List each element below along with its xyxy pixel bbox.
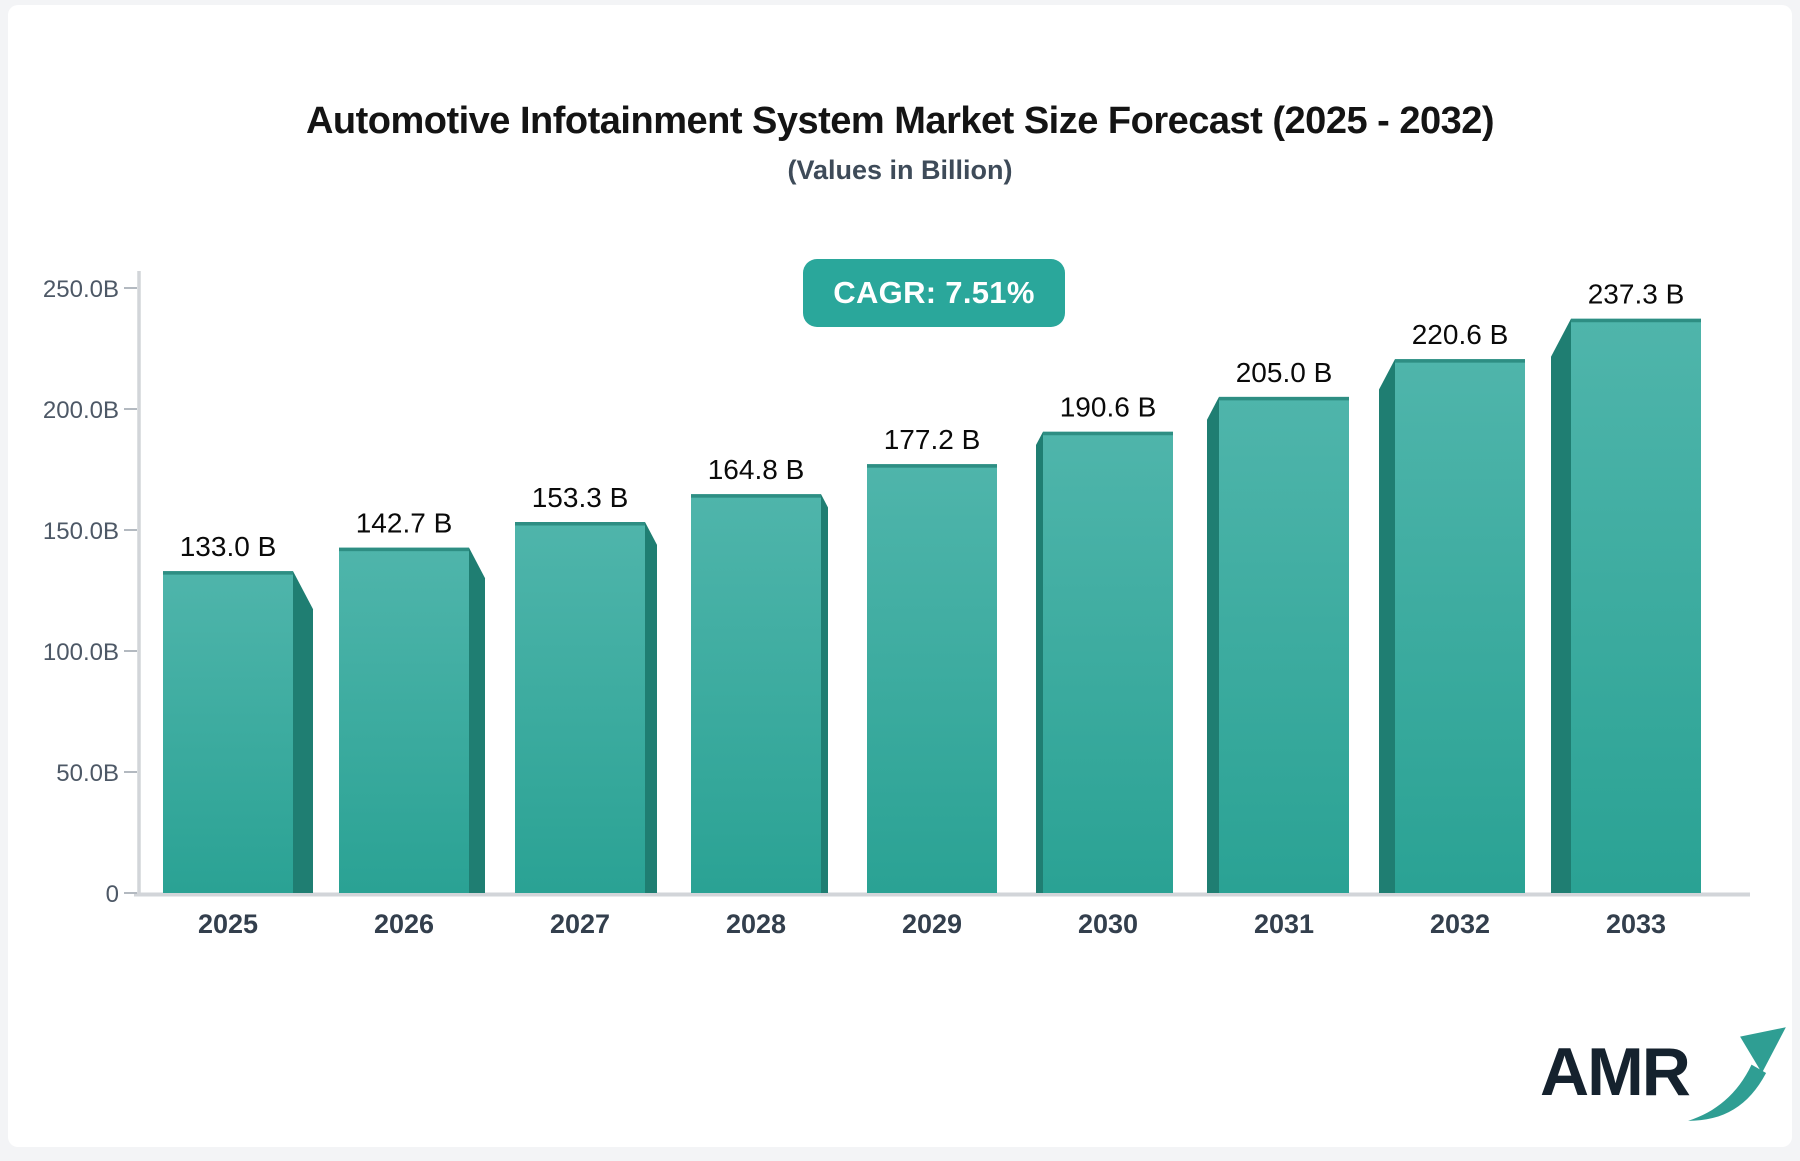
bar-side-face <box>1379 359 1395 893</box>
bar-value-label: 142.7 B <box>356 508 453 539</box>
bar-2031: 205.0 B 2031 <box>1207 357 1349 939</box>
y-axis-label: 0 <box>106 881 119 908</box>
bar-2033: 237.3 B 2033 <box>1551 279 1701 939</box>
bar-front-face <box>339 547 469 893</box>
bar-value-label: 205.0 B <box>1236 357 1333 388</box>
bar-front-face <box>1395 359 1525 893</box>
bar-side-face <box>645 522 657 893</box>
bar-2030: 190.6 B 2030 <box>1036 392 1173 939</box>
bar-value-label: 237.3 B <box>1588 279 1685 310</box>
bar-front-face <box>1219 396 1349 893</box>
bar-2032: 220.6 B 2032 <box>1379 319 1525 939</box>
bar-front-face <box>691 494 821 893</box>
amr-logo: AMR <box>1540 1027 1790 1138</box>
bar-top-edge <box>339 547 469 552</box>
bar-2028: 164.8 B 2028 <box>691 454 828 939</box>
bar-top-edge <box>515 522 645 526</box>
x-axis-label: 2025 <box>198 909 258 939</box>
y-axis-label: 250.0B <box>43 276 119 303</box>
y-axis-label: 100.0B <box>43 639 119 666</box>
y-axis-label: 200.0B <box>43 397 119 424</box>
bar-top-edge <box>1571 318 1701 323</box>
amr-logo-text: AMR <box>1540 1034 1691 1110</box>
chart-subtitle: (Values in Billion) <box>787 155 1013 185</box>
bar-front-face <box>1571 318 1701 893</box>
bar-2029: 177.2 B 2029 <box>867 424 997 939</box>
bar-front-face <box>163 571 293 893</box>
bar-front-face <box>515 522 645 893</box>
bar-2025: 133.0 B 2025 <box>163 531 313 939</box>
bar-value-label: 177.2 B <box>884 424 981 455</box>
bar-side-face <box>293 571 313 893</box>
bar-value-label: 133.0 B <box>180 531 277 562</box>
bar-2026: 142.7 B 2026 <box>339 508 485 939</box>
bar-chart-canvas: 0 50.0B 100.0B 150.0B 200.0B 250.0B 133.0 B 202… <box>43 271 1750 939</box>
x-axis-label: 2032 <box>1430 909 1490 939</box>
bar-value-label: 164.8 B <box>708 454 805 485</box>
bar-top-edge <box>1219 396 1349 401</box>
cagr-badge: CAGR: 7.51% <box>803 259 1065 327</box>
bar-side-face <box>1551 318 1571 893</box>
x-axis-label: 2029 <box>902 909 962 939</box>
x-axis-label: 2031 <box>1254 909 1314 939</box>
y-axis-label: 150.0B <box>43 518 119 545</box>
bar-top-edge <box>867 464 997 468</box>
bar-front-face <box>867 464 997 893</box>
growth-arrow-icon <box>1688 1027 1786 1121</box>
bar-top-edge <box>1395 359 1525 363</box>
bar-top-edge <box>163 571 293 575</box>
x-axis-label: 2028 <box>726 909 786 939</box>
bar-top-edge <box>691 494 821 498</box>
bar-top-edge <box>1043 431 1173 436</box>
bar-value-label: 190.6 B <box>1060 392 1157 423</box>
bar-front-face <box>1043 431 1173 893</box>
chart-title: Automotive Infotainment System Market Si… <box>305 100 1495 142</box>
bar-side-face <box>1036 431 1043 893</box>
x-axis-label: 2027 <box>550 909 610 939</box>
bar-side-face <box>821 494 828 893</box>
x-axis-label: 2030 <box>1078 909 1138 939</box>
bar-2027: 153.3 B 2027 <box>515 482 657 939</box>
bar-value-label: 153.3 B <box>532 482 629 513</box>
chart-card: Automotive Infotainment System Market Si… <box>8 5 1792 1147</box>
bar-side-face <box>1207 396 1219 893</box>
x-axis-label: 2026 <box>374 909 434 939</box>
bar-value-label: 220.6 B <box>1412 319 1509 350</box>
x-axis-label: 2033 <box>1606 909 1666 939</box>
y-axis-label: 50.0B <box>56 760 119 787</box>
bar-side-face <box>469 547 485 893</box>
